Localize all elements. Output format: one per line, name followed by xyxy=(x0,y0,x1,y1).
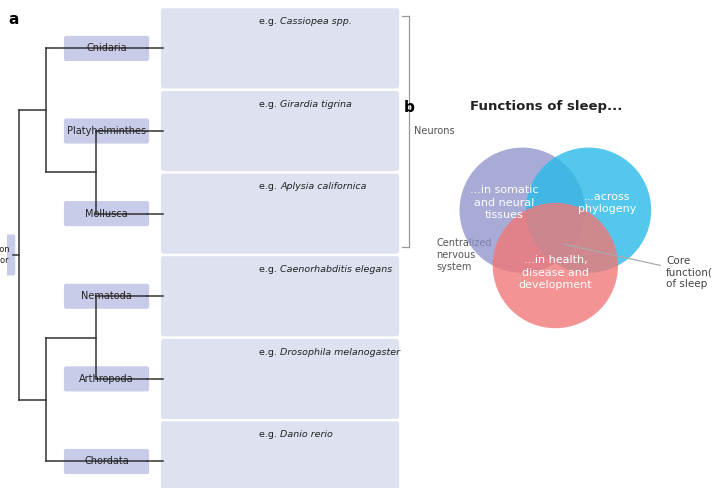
Circle shape xyxy=(493,203,618,328)
Text: a: a xyxy=(8,12,19,27)
FancyBboxPatch shape xyxy=(161,8,399,88)
Text: Core
function(s)
of sleep: Core function(s) of sleep xyxy=(564,244,712,289)
Text: e.g.: e.g. xyxy=(259,348,280,356)
FancyBboxPatch shape xyxy=(161,174,399,254)
FancyBboxPatch shape xyxy=(161,91,399,171)
FancyBboxPatch shape xyxy=(64,449,150,474)
Text: Caenorhabditis elegans: Caenorhabditis elegans xyxy=(280,265,392,274)
FancyBboxPatch shape xyxy=(161,422,399,493)
Text: e.g.: e.g. xyxy=(259,265,280,274)
Text: Cnidaria: Cnidaria xyxy=(86,43,127,53)
Circle shape xyxy=(459,147,585,273)
FancyBboxPatch shape xyxy=(64,201,150,226)
Text: Mollusca: Mollusca xyxy=(85,209,128,219)
Text: Girardia tigrina: Girardia tigrina xyxy=(280,100,352,109)
Text: ...in health,
disease and
development: ...in health, disease and development xyxy=(518,255,592,290)
Text: Arthropoda: Arthropoda xyxy=(79,374,134,384)
Text: Neurons: Neurons xyxy=(414,126,454,136)
Text: Danio rerio: Danio rerio xyxy=(280,430,333,439)
Text: b: b xyxy=(404,100,415,115)
Text: e.g.: e.g. xyxy=(259,100,280,109)
FancyBboxPatch shape xyxy=(0,234,15,276)
Text: Aplysia californica: Aplysia californica xyxy=(280,182,367,191)
FancyBboxPatch shape xyxy=(64,118,150,143)
FancyBboxPatch shape xyxy=(161,256,399,336)
FancyBboxPatch shape xyxy=(64,36,150,61)
FancyBboxPatch shape xyxy=(64,283,150,309)
Text: Platyhelminthes: Platyhelminthes xyxy=(67,126,146,136)
Text: ...in somatic
and neural
tissues: ...in somatic and neural tissues xyxy=(469,185,538,220)
FancyBboxPatch shape xyxy=(64,366,150,391)
Text: Common
ancestor: Common ancestor xyxy=(0,245,10,265)
Text: Chordata: Chordata xyxy=(84,457,129,466)
Text: Functions of sleep...: Functions of sleep... xyxy=(470,100,622,113)
Circle shape xyxy=(526,147,651,273)
Text: ...across
phylogeny: ...across phylogeny xyxy=(577,192,636,214)
Text: e.g.: e.g. xyxy=(259,182,280,191)
FancyBboxPatch shape xyxy=(161,339,399,419)
Text: Drosophila melanogaster: Drosophila melanogaster xyxy=(280,348,400,356)
Text: Centralized
nervous
system: Centralized nervous system xyxy=(436,238,492,272)
Text: e.g.: e.g. xyxy=(259,430,280,439)
Text: e.g.: e.g. xyxy=(259,17,280,26)
Text: Nematoda: Nematoda xyxy=(81,291,132,301)
Text: Cassiopea spp.: Cassiopea spp. xyxy=(280,17,352,26)
